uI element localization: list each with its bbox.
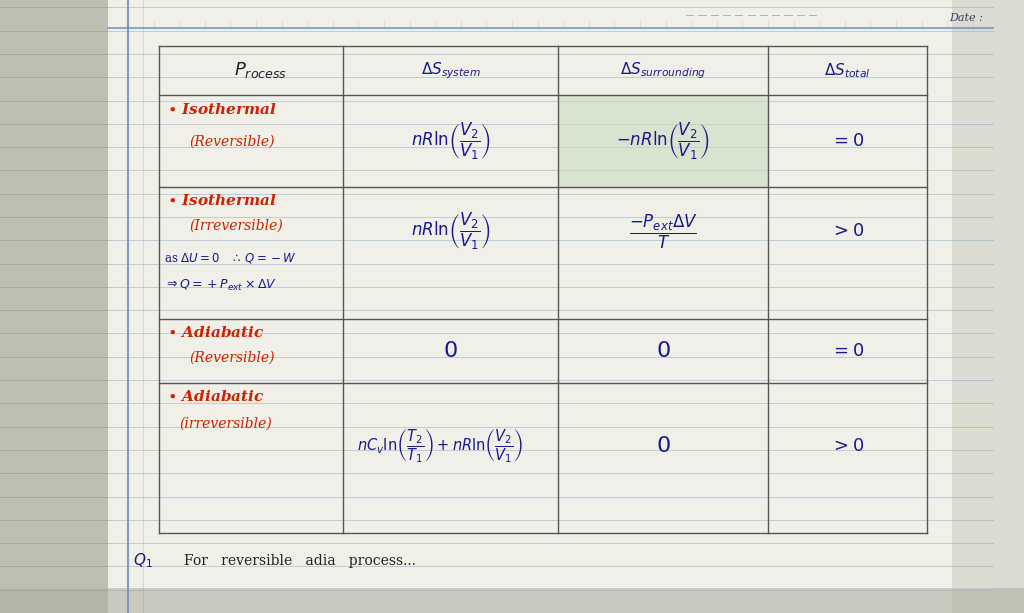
Text: $Q_1$: $Q_1$	[133, 552, 153, 570]
Text: Date :: Date :	[949, 13, 983, 23]
Text: $\Delta S_{surrounding}$: $\Delta S_{surrounding}$	[620, 60, 707, 81]
Text: (Irreversible): (Irreversible)	[189, 219, 284, 233]
Bar	[952, 0, 1024, 613]
Text: $nR\ln\!\left(\dfrac{V_2}{V_1}\right)$: $nR\ln\!\left(\dfrac{V_2}{V_1}\right)$	[411, 211, 490, 252]
Bar	[0, 588, 1024, 613]
Text: $\Delta S_{total}$: $\Delta S_{total}$	[824, 61, 870, 80]
Text: $\Rightarrow Q = +P_{ext}\times\Delta V$: $\Rightarrow Q = +P_{ext}\times\Delta V$	[164, 278, 276, 293]
Bar	[0, 0, 108, 613]
Text: $0$: $0$	[655, 340, 671, 362]
Text: $nR\ln\!\left(\dfrac{V_2}{V_1}\right)$: $nR\ln\!\left(\dfrac{V_2}{V_1}\right)$	[411, 120, 490, 162]
Text: $= 0$: $= 0$	[830, 342, 864, 360]
Text: (irreversible): (irreversible)	[179, 417, 272, 431]
Text: $\bullet$ Isothermal: $\bullet$ Isothermal	[167, 102, 276, 117]
Text: $= 0$: $= 0$	[830, 132, 864, 150]
Text: $0$: $0$	[655, 435, 671, 457]
Text: $>0$: $>0$	[830, 437, 864, 455]
Text: $\Delta S_{system}$: $\Delta S_{system}$	[421, 60, 480, 81]
Bar	[558, 95, 768, 187]
Text: $>0$: $>0$	[830, 223, 864, 240]
Text: $nC_v\ln\!\left(\dfrac{T_2}{T_1}\right)+nR\ln\!\left(\dfrac{V_2}{V_1}\right)$: $nC_v\ln\!\left(\dfrac{T_2}{T_1}\right)+…	[357, 427, 523, 465]
Text: $\dfrac{-P_{ext}\Delta V}{T}$: $\dfrac{-P_{ext}\Delta V}{T}$	[629, 212, 697, 251]
Text: $0$: $0$	[443, 340, 458, 362]
Text: $-nR\ln\!\left(\dfrac{V_2}{V_1}\right)$: $-nR\ln\!\left(\dfrac{V_2}{V_1}\right)$	[616, 120, 710, 162]
Text: (Reversible): (Reversible)	[189, 351, 274, 365]
Text: as $\Delta U=0$   $\therefore\,Q=-W$: as $\Delta U=0$ $\therefore\,Q=-W$	[164, 251, 296, 265]
Text: $\bullet$ Adiabatic: $\bullet$ Adiabatic	[167, 389, 264, 404]
Text: $\bullet$ Isothermal: $\bullet$ Isothermal	[167, 193, 276, 208]
Text: $\mathit{P_{rocess}}$: $\mathit{P_{rocess}}$	[234, 61, 288, 80]
Bar	[108, 0, 1024, 613]
Text: For   reversible   adia   process...: For reversible adia process...	[184, 554, 416, 568]
Text: $\bullet$ Adiabatic: $\bullet$ Adiabatic	[167, 325, 264, 340]
Text: (Reversible): (Reversible)	[189, 135, 274, 149]
